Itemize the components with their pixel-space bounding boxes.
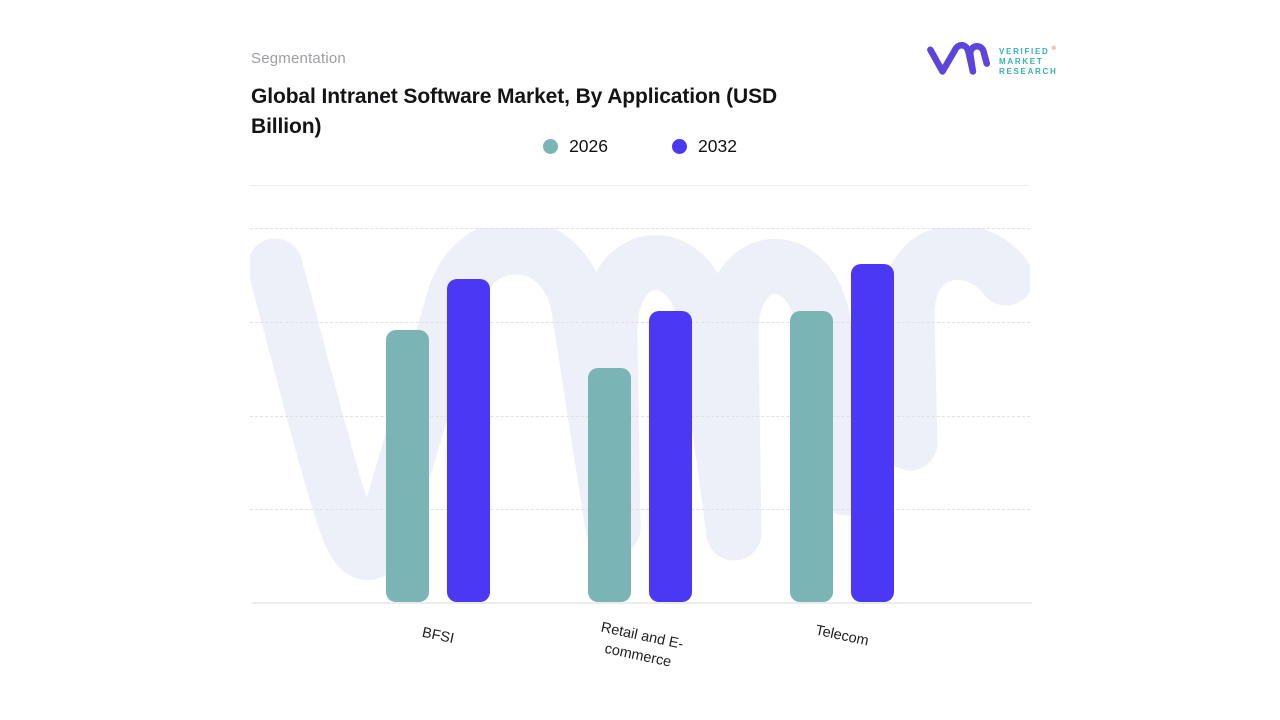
gridline-y1 — [250, 509, 1030, 511]
legend-label-2032: 2032 — [698, 136, 737, 156]
vmr-logo-text: VERIFIED ® MARKET RESEARCH — [999, 45, 1058, 76]
legend-item-2026: 2026 — [543, 136, 608, 157]
chart-legend: 2026 2032 — [250, 136, 1030, 157]
x-axis-label-retail-and-e-commerce: Retail and E-commerce — [599, 619, 685, 671]
legend-item-2032: 2032 — [672, 136, 737, 157]
bar-telecom-2026 — [790, 311, 833, 602]
x-axis-label-telecom: Telecom — [813, 622, 871, 650]
legend-label-2026: 2026 — [569, 136, 608, 156]
header-separator — [250, 185, 1029, 186]
vmr-watermark — [250, 228, 1030, 580]
bar-retail-and-e-commerce-2032 — [649, 311, 692, 602]
x-axis-label-bfsi: BFSI — [420, 624, 456, 648]
logo-line-research: RESEARCH — [999, 66, 1058, 76]
bar-telecom-2032 — [851, 264, 894, 602]
registered-trademark: ® — [1051, 46, 1056, 53]
x-axis-line — [252, 602, 1032, 604]
legend-dot-2026 — [543, 139, 559, 154]
bar-bfsi-2032 — [447, 279, 490, 602]
plot-area: BFSI Retail and E-commerce Telecom — [250, 228, 1032, 671]
page-title: Global Intranet Software Market, By Appl… — [251, 85, 778, 138]
logo-line-verified: VERIFIED ® — [999, 46, 1056, 57]
logo-line-market: MARKET — [999, 57, 1044, 67]
vmr-glyph-icon — [927, 42, 991, 75]
vmr-logo: VERIFIED ® MARKET RESEARCH — [926, 40, 1058, 82]
gridline-y2 — [250, 415, 1030, 417]
segmentation-label: Segmentation — [251, 50, 346, 67]
gridline-y3 — [250, 321, 1030, 323]
bar-bfsi-2026 — [386, 330, 429, 602]
bar-retail-and-e-commerce-2026 — [588, 368, 631, 602]
gridline-y4 — [250, 228, 1030, 229]
legend-dot-2032 — [672, 139, 687, 154]
